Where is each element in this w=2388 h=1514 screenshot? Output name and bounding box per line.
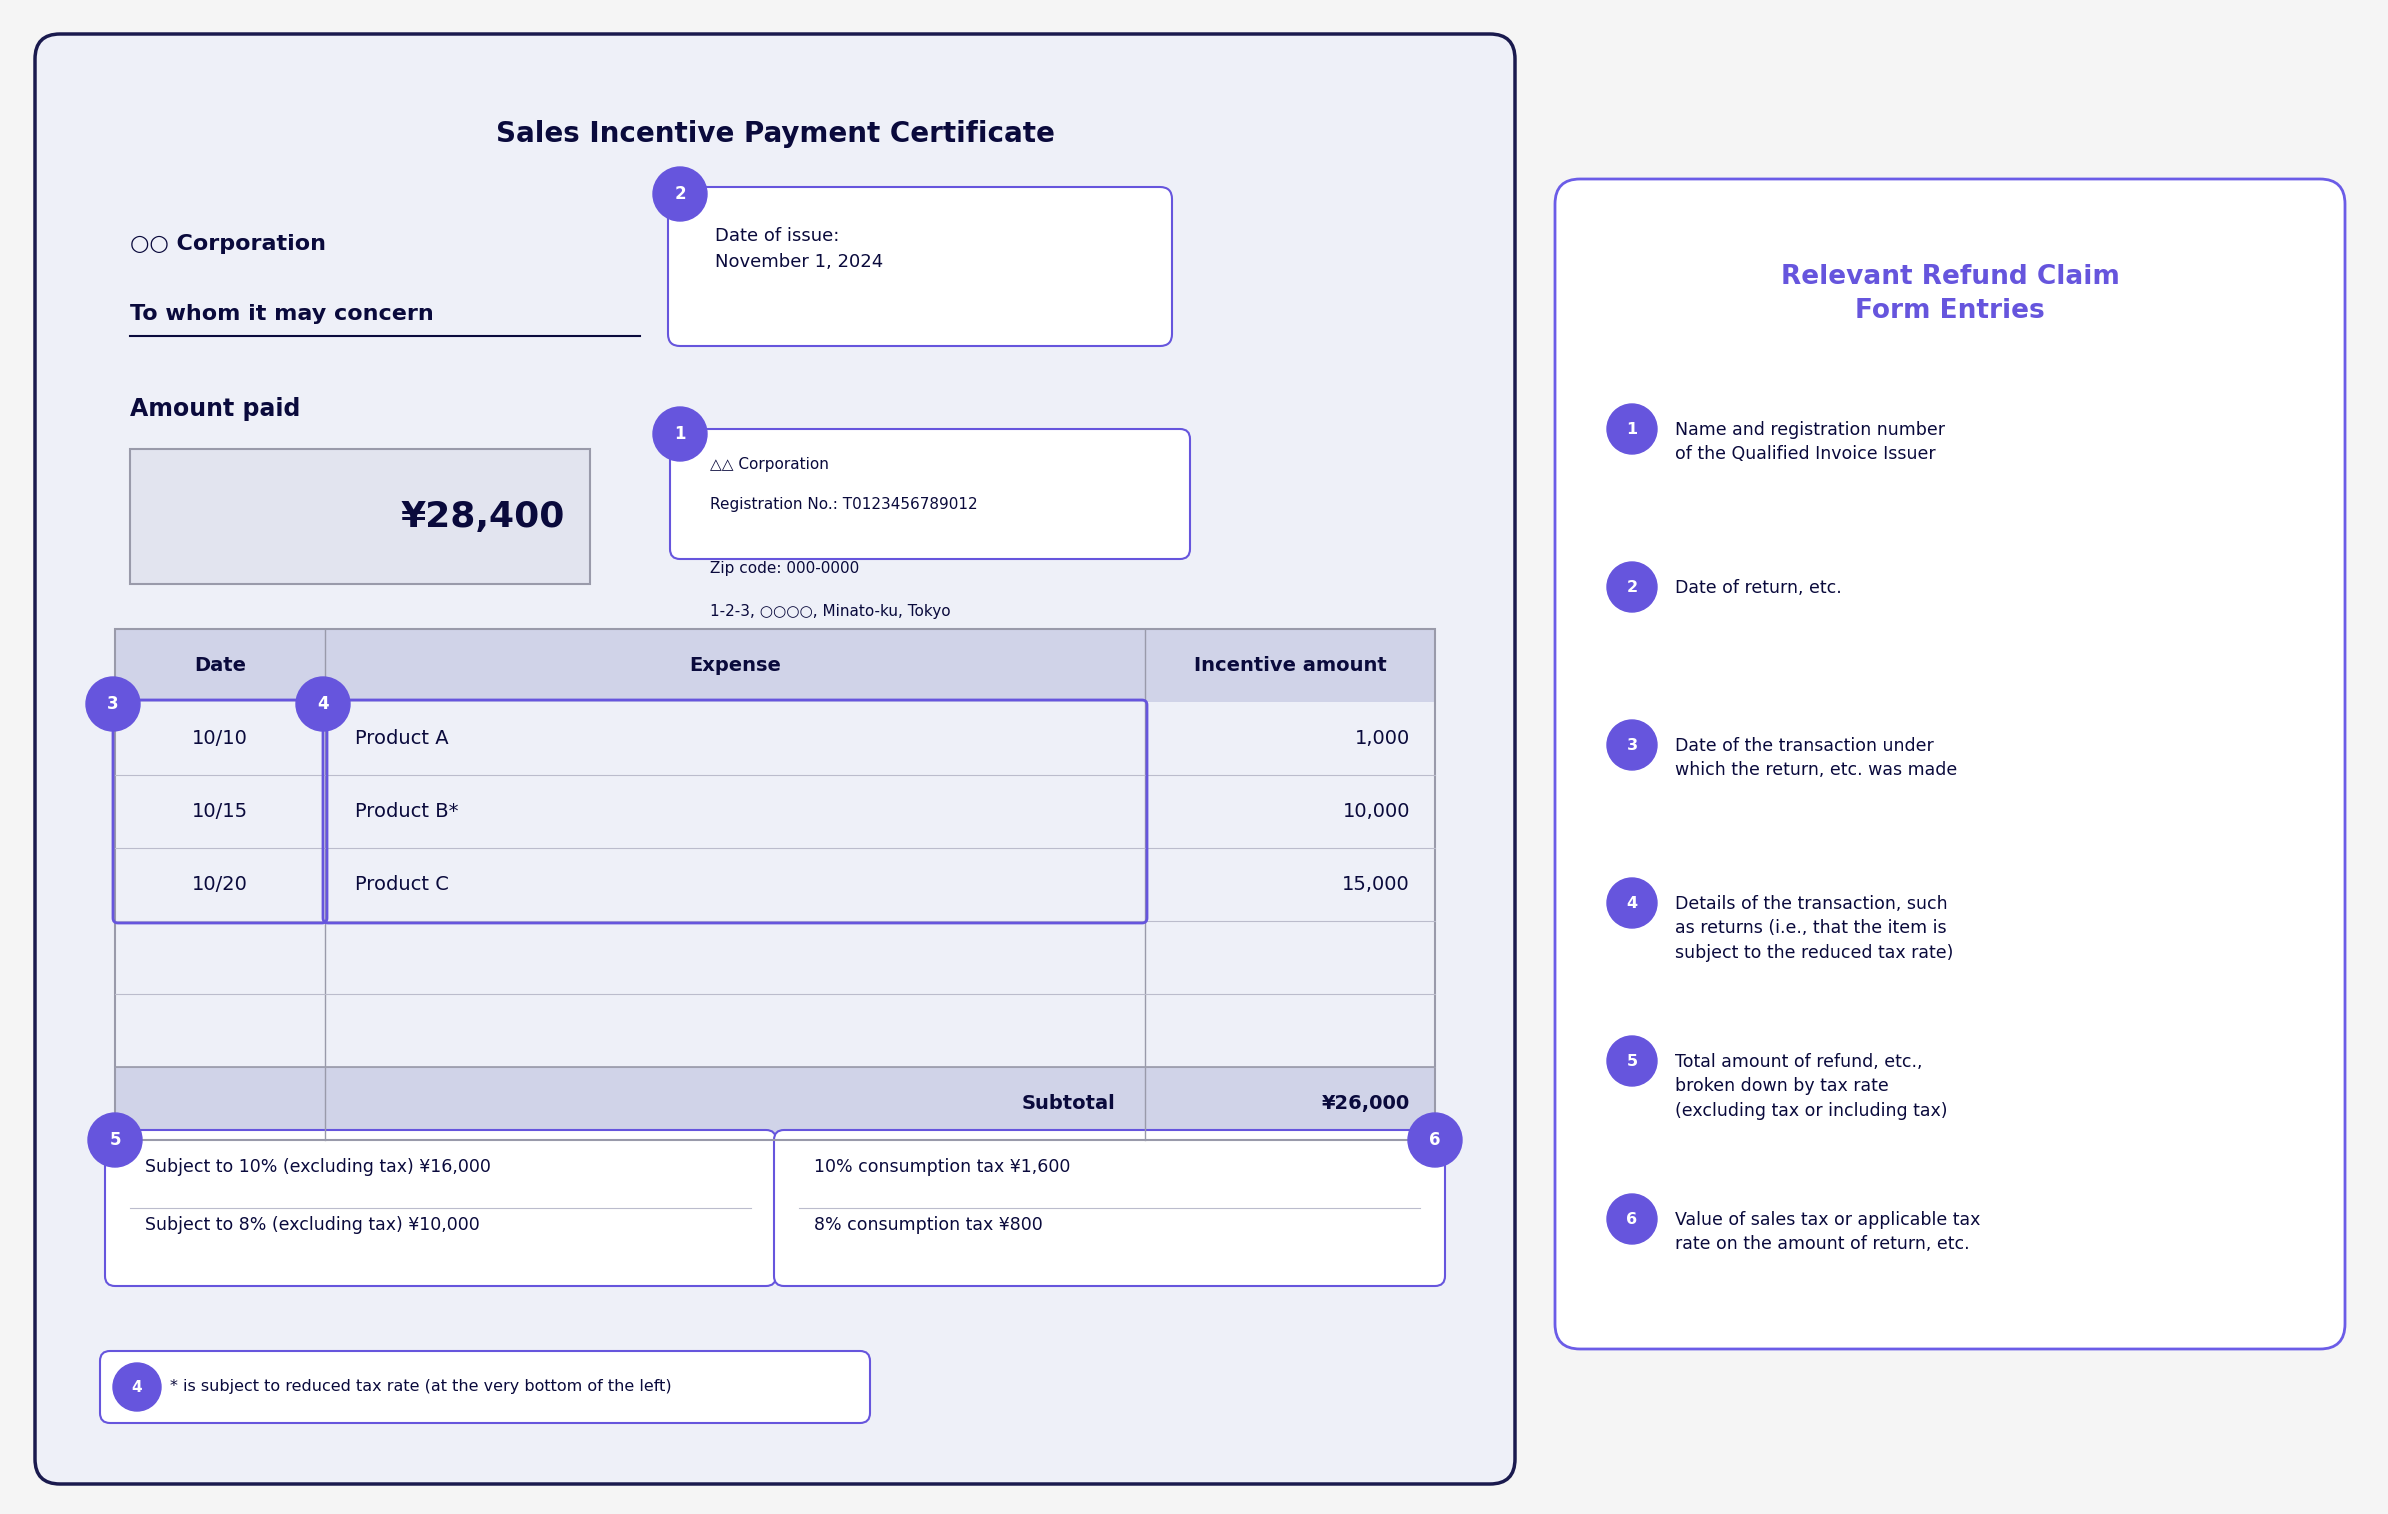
Circle shape	[1607, 562, 1657, 612]
Text: Relevant Refund Claim
Form Entries: Relevant Refund Claim Form Entries	[1781, 263, 2121, 324]
FancyBboxPatch shape	[115, 628, 1435, 702]
Circle shape	[1607, 1036, 1657, 1086]
Text: Name and registration number
of the Qualified Invoice Issuer: Name and registration number of the Qual…	[1674, 421, 1944, 463]
Circle shape	[86, 677, 141, 731]
FancyBboxPatch shape	[105, 1129, 776, 1285]
Circle shape	[1607, 1195, 1657, 1245]
FancyBboxPatch shape	[774, 1129, 1445, 1285]
Text: 4: 4	[131, 1379, 143, 1394]
Text: 10,000: 10,000	[1342, 802, 1409, 821]
FancyBboxPatch shape	[669, 188, 1173, 347]
Text: 1-2-3, ○○○○, Minato-ku, Tokyo: 1-2-3, ○○○○, Minato-ku, Tokyo	[709, 604, 950, 619]
Text: Total amount of refund, etc.,
broken down by tax rate
(excluding tax or includin: Total amount of refund, etc., broken dow…	[1674, 1054, 1949, 1119]
Text: ¥28,400: ¥28,400	[401, 500, 566, 533]
Text: * is subject to reduced tax rate (at the very bottom of the left): * is subject to reduced tax rate (at the…	[170, 1379, 671, 1394]
FancyBboxPatch shape	[100, 1350, 869, 1423]
Text: Incentive amount: Incentive amount	[1194, 656, 1387, 675]
Text: ○○ Corporation: ○○ Corporation	[129, 235, 327, 254]
Text: 6: 6	[1626, 1211, 1638, 1226]
Text: Date of the transaction under
which the return, etc. was made: Date of the transaction under which the …	[1674, 737, 1958, 780]
Text: 6: 6	[1430, 1131, 1440, 1149]
Text: 10% consumption tax ¥1,600: 10% consumption tax ¥1,600	[814, 1158, 1070, 1176]
Text: Value of sales tax or applicable tax
rate on the amount of return, etc.: Value of sales tax or applicable tax rat…	[1674, 1211, 1980, 1254]
Text: 4: 4	[318, 695, 330, 713]
Text: Product C: Product C	[356, 875, 449, 893]
FancyBboxPatch shape	[671, 428, 1189, 559]
Text: 3: 3	[107, 695, 119, 713]
Text: Date: Date	[193, 656, 246, 675]
Text: 1: 1	[1626, 421, 1638, 436]
Text: Registration No.: T0123456789012: Registration No.: T0123456789012	[709, 497, 977, 512]
Text: Subject to 8% (excluding tax) ¥10,000: Subject to 8% (excluding tax) ¥10,000	[146, 1216, 480, 1234]
Text: Expense: Expense	[690, 656, 781, 675]
Text: 1: 1	[673, 425, 685, 444]
Text: Product B*: Product B*	[356, 802, 458, 821]
Circle shape	[652, 407, 707, 460]
Text: 15,000: 15,000	[1342, 875, 1409, 893]
Text: Amount paid: Amount paid	[129, 397, 301, 421]
Text: 10/20: 10/20	[191, 875, 248, 893]
Text: 8% consumption tax ¥800: 8% consumption tax ¥800	[814, 1216, 1044, 1234]
FancyBboxPatch shape	[36, 33, 1514, 1484]
Circle shape	[1607, 404, 1657, 454]
Text: Date of return, etc.: Date of return, etc.	[1674, 578, 1841, 597]
Text: 5: 5	[110, 1131, 122, 1149]
Text: 1,000: 1,000	[1354, 730, 1409, 748]
Text: 3: 3	[1626, 737, 1638, 752]
Text: ¥26,000: ¥26,000	[1321, 1095, 1409, 1113]
Text: 4: 4	[1626, 895, 1638, 910]
Circle shape	[652, 167, 707, 221]
Circle shape	[112, 1363, 160, 1411]
Text: Date of issue:
November 1, 2024: Date of issue: November 1, 2024	[714, 227, 884, 271]
Text: 10/10: 10/10	[191, 730, 248, 748]
Circle shape	[1607, 721, 1657, 771]
Text: △△ Corporation: △△ Corporation	[709, 457, 829, 472]
FancyBboxPatch shape	[129, 450, 590, 584]
Circle shape	[1607, 878, 1657, 928]
Text: 2: 2	[1626, 580, 1638, 595]
FancyBboxPatch shape	[1555, 179, 2345, 1349]
Text: 10/15: 10/15	[191, 802, 248, 821]
Circle shape	[296, 677, 351, 731]
Text: Product A: Product A	[356, 730, 449, 748]
Text: Subject to 10% (excluding tax) ¥16,000: Subject to 10% (excluding tax) ¥16,000	[146, 1158, 492, 1176]
Text: Subtotal: Subtotal	[1022, 1095, 1115, 1113]
Circle shape	[88, 1113, 141, 1167]
Text: To whom it may concern: To whom it may concern	[129, 304, 435, 324]
Text: Zip code: 000-0000: Zip code: 000-0000	[709, 562, 860, 575]
Circle shape	[1409, 1113, 1461, 1167]
Text: Details of the transaction, such
as returns (i.e., that the item is
subject to t: Details of the transaction, such as retu…	[1674, 895, 1953, 961]
Text: 5: 5	[1626, 1054, 1638, 1069]
Text: 2: 2	[673, 185, 685, 203]
Text: Sales Incentive Payment Certificate: Sales Incentive Payment Certificate	[497, 120, 1055, 148]
FancyBboxPatch shape	[115, 1067, 1435, 1140]
